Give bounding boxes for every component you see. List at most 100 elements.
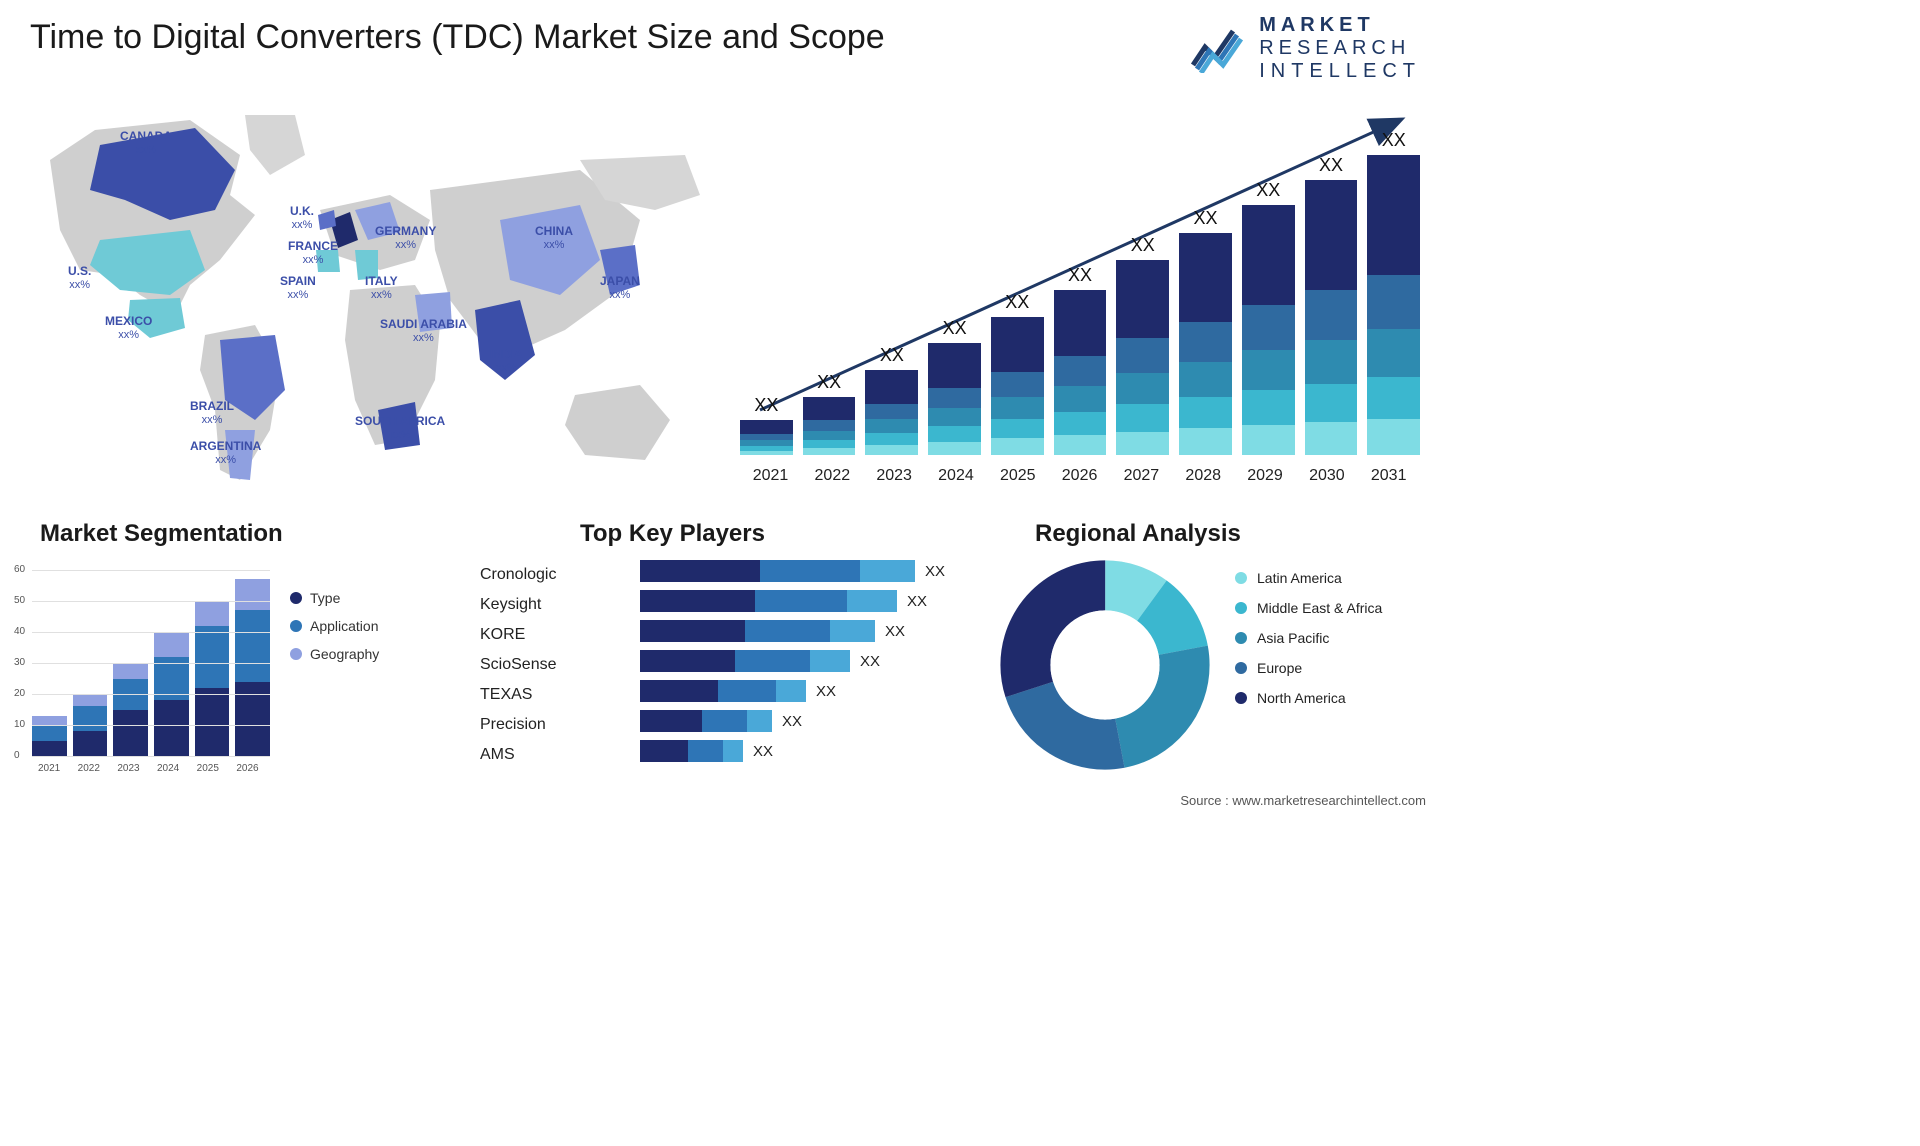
player-bar-row: XX: [640, 710, 970, 732]
bar-value-label: XX: [754, 395, 778, 416]
legend-swatch: [290, 592, 302, 604]
segmentation-legend: Type Application Geography: [290, 590, 379, 674]
market-bar-2021: XX: [740, 395, 793, 455]
logo-mark-icon: [1191, 25, 1249, 73]
player-name: Cronologic: [480, 560, 590, 590]
year-label: 2022: [802, 467, 863, 485]
market-size-chart: XXXXXXXXXXXXXXXXXXXXXX 20212022202320242…: [740, 100, 1420, 485]
key-players-names: CronologicKeysightKOREScioSenseTEXASPrec…: [480, 560, 590, 770]
seg-bar-2023: [113, 663, 148, 756]
year-label: 2029: [1235, 467, 1296, 485]
market-bar-2029: XX: [1242, 180, 1295, 455]
y-tick-label: 20: [14, 688, 25, 699]
region-legend-item: Europe: [1235, 660, 1382, 676]
regional-title: Regional Analysis: [1035, 520, 1241, 548]
segmentation-title: Market Segmentation: [40, 520, 283, 548]
market-bar-2030: XX: [1305, 155, 1358, 455]
map-country-label: CHINAxx%: [535, 225, 573, 251]
map-country-label: JAPANxx%: [600, 275, 640, 301]
map-country-label: ITALYxx%: [365, 275, 398, 301]
player-name: Precision: [480, 710, 590, 740]
legend-swatch: [290, 648, 302, 660]
bar-value-label: XX: [1319, 155, 1343, 176]
bar-value-label: XX: [1068, 265, 1092, 286]
player-value: XX: [860, 653, 880, 670]
player-value: XX: [816, 683, 836, 700]
legend-swatch: [1235, 662, 1247, 674]
legend-swatch: [1235, 602, 1247, 614]
bar-value-label: XX: [817, 372, 841, 393]
player-value: XX: [753, 743, 773, 760]
bar-value-label: XX: [1256, 180, 1280, 201]
market-bar-2022: XX: [803, 372, 856, 455]
region-legend-item: Middle East & Africa: [1235, 600, 1382, 616]
map-country-label: SAUDI ARABIAxx%: [380, 318, 467, 344]
logo-text-3: INTELLECT: [1259, 60, 1421, 83]
bar-value-label: XX: [880, 345, 904, 366]
player-value: XX: [885, 623, 905, 640]
player-bar-row: XX: [640, 560, 970, 582]
year-label: 2030: [1296, 467, 1357, 485]
player-value: XX: [925, 563, 945, 580]
seg-year-label: 2023: [117, 763, 139, 774]
map-country-label: U.S.xx%: [68, 265, 91, 291]
legend-label: North America: [1257, 690, 1346, 706]
bar-value-label: XX: [1382, 130, 1406, 151]
logo-text-1: MARKET: [1259, 14, 1421, 37]
market-bar-2023: XX: [865, 345, 918, 455]
year-label: 2031: [1358, 467, 1419, 485]
seg-bar-2026: [235, 579, 270, 756]
brand-logo: MARKET RESEARCH INTELLECT: [1191, 14, 1421, 83]
legend-label: Type: [310, 590, 340, 606]
y-tick-label: 30: [14, 657, 25, 668]
player-bar-row: XX: [640, 590, 970, 612]
map-country-label: GERMANYxx%: [375, 225, 436, 251]
seg-bar-2025: [195, 601, 230, 756]
year-label: 2025: [987, 467, 1048, 485]
region-legend-item: Latin America: [1235, 570, 1382, 586]
y-tick-label: 40: [14, 626, 25, 637]
year-label: 2024: [925, 467, 986, 485]
year-label: 2026: [1049, 467, 1110, 485]
key-players-bars: XX XX XX XX XX XX XX: [640, 560, 970, 770]
market-bar-2028: XX: [1179, 208, 1232, 455]
map-country-label: INDIAxx%: [490, 348, 523, 374]
legend-swatch: [1235, 692, 1247, 704]
y-tick-label: 50: [14, 595, 25, 606]
seg-year-label: 2025: [197, 763, 219, 774]
year-label: 2023: [864, 467, 925, 485]
player-name: TEXAS: [480, 680, 590, 710]
page-title: Time to Digital Converters (TDC) Market …: [30, 18, 885, 57]
seg-bar-2021: [32, 716, 67, 756]
legend-label: Geography: [310, 646, 379, 662]
year-label: 2021: [740, 467, 801, 485]
map-country-label: SOUTH AFRICAxx%: [355, 415, 445, 441]
map-country-label: FRANCExx%: [288, 240, 338, 266]
map-country-label: SPAINxx%: [280, 275, 316, 301]
legend-label: Middle East & Africa: [1257, 600, 1382, 616]
segmentation-chart: 0102030405060 202120222023202420252026: [10, 560, 270, 780]
seg-year-label: 2024: [157, 763, 179, 774]
map-country-label: U.K.xx%: [290, 205, 314, 231]
legend-label: Asia Pacific: [1257, 630, 1329, 646]
legend-label: Application: [310, 618, 379, 634]
y-tick-label: 0: [14, 750, 20, 761]
market-bar-2024: XX: [928, 318, 981, 455]
bar-value-label: XX: [1194, 208, 1218, 229]
market-bar-2027: XX: [1116, 235, 1169, 455]
legend-swatch: [1235, 572, 1247, 584]
seg-year-label: 2022: [78, 763, 100, 774]
y-tick-label: 60: [14, 564, 25, 575]
legend-label: Latin America: [1257, 570, 1342, 586]
seg-year-label: 2026: [236, 763, 258, 774]
map-country-label: BRAZILxx%: [190, 400, 234, 426]
market-bar-2025: XX: [991, 292, 1044, 455]
map-country-label: ARGENTINAxx%: [190, 440, 261, 466]
player-value: XX: [782, 713, 802, 730]
legend-item: Application: [290, 618, 379, 634]
market-bar-2031: XX: [1367, 130, 1420, 455]
map-country-label: MEXICOxx%: [105, 315, 152, 341]
player-name: KORE: [480, 620, 590, 650]
player-bar-row: XX: [640, 740, 970, 762]
y-tick-label: 10: [14, 719, 25, 730]
